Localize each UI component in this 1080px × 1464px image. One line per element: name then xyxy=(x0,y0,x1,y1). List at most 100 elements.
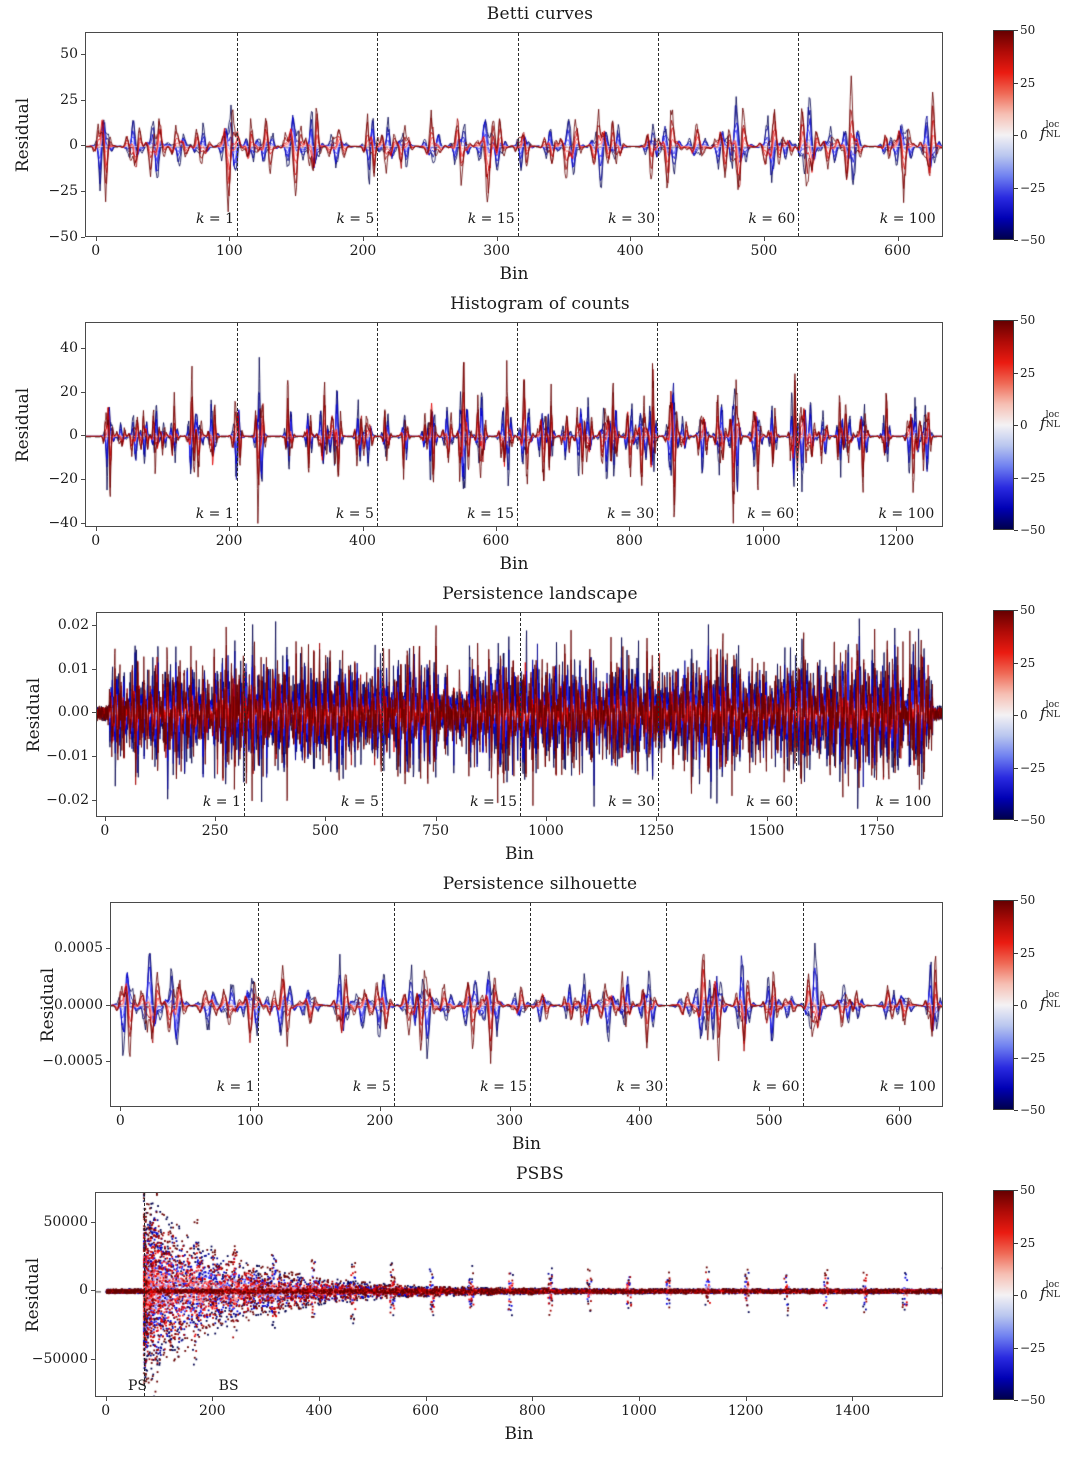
xtick-mark-2-6 xyxy=(766,817,768,821)
xtick-mark-4-0 xyxy=(105,1397,107,1401)
xtick-mark-3-5 xyxy=(769,1107,771,1111)
colorbar-tick-mark-1-4 xyxy=(1014,530,1018,531)
plot-panel-1: Histogram of counts k = 1 k = 5 k = 15 k = 3… xyxy=(0,290,1080,580)
ytick-mark-4-1 xyxy=(91,1290,95,1292)
colorbar-tick-mark-4-1 xyxy=(1014,1242,1018,1244)
colorbar-1 xyxy=(993,320,1014,530)
data-canvas-4 xyxy=(96,1193,942,1396)
ytick-mark-2-0 xyxy=(92,799,96,801)
colorbar-tick-label-3-1: 25 xyxy=(1020,945,1036,960)
xtick-label-0-1: 100 xyxy=(215,243,243,259)
xaxis-label-3: Bin xyxy=(512,1134,541,1154)
xtick-mark-2-0 xyxy=(104,817,106,821)
ytick-label-1-2: 0 xyxy=(69,427,78,444)
xtick-mark-2-4 xyxy=(545,817,547,821)
colorbar-tick-mark-1-1 xyxy=(1014,372,1018,374)
ytick-label-0-2: 0 xyxy=(69,137,78,154)
colorbar-tick-label-3-4: −50 xyxy=(1020,1103,1046,1117)
colorbar-tick-label-2-0: 50 xyxy=(1020,603,1036,617)
ytick-mark-0-0 xyxy=(81,237,85,238)
xaxis-label-0: Bin xyxy=(499,264,529,284)
section-divider-1-4 xyxy=(797,323,799,526)
section-divider-1-3 xyxy=(657,323,659,526)
ytick-mark-0-2 xyxy=(81,145,85,147)
section-divider-2-2 xyxy=(520,613,522,816)
section-label-0-5: k = 100 xyxy=(879,210,936,227)
xtick-mark-1-4 xyxy=(629,527,631,531)
colorbar-tick-label-2-2: 0 xyxy=(1020,708,1028,722)
ytick-label-3-0: −0.0005 xyxy=(42,1053,103,1070)
plot-panel-4: PSBS PS BS 0 200 400 600 800 1000 1200 1400 −50000 0… xyxy=(0,1160,1080,1464)
section-divider-4-0 xyxy=(144,1193,145,1396)
xtick-mark-4-2 xyxy=(319,1397,320,1401)
ytick-mark-4-0 xyxy=(91,1358,95,1360)
section-divider-3-2 xyxy=(530,903,532,1106)
yaxis-label-0: Residual xyxy=(13,97,33,172)
colorbar-tick-label-2-1: 25 xyxy=(1020,655,1036,670)
ytick-mark-1-4 xyxy=(81,348,85,350)
data-canvas-1 xyxy=(86,323,942,526)
section-label-2-0: k = 1 xyxy=(202,793,241,810)
colorbar-tick-mark-3-2 xyxy=(1014,1005,1018,1006)
colorbar-tick-mark-2-2 xyxy=(1014,715,1018,716)
section-label-1-0: k = 1 xyxy=(195,505,234,522)
section-label-3-4: k = 60 xyxy=(752,1078,800,1095)
ytick-label-2-1: −0.01 xyxy=(46,747,89,764)
ytick-mark-4-2 xyxy=(91,1222,95,1224)
xtick-label-0-6: 600 xyxy=(884,243,911,259)
ytick-mark-0-1 xyxy=(81,191,85,193)
ytick-label-0-0: −50 xyxy=(48,229,78,245)
colorbar-4 xyxy=(993,1190,1014,1400)
section-divider-3-1 xyxy=(393,903,395,1106)
xtick-mark-0-3 xyxy=(496,237,498,241)
colorbar-tick-label-0-3: −25 xyxy=(1020,180,1046,195)
xtick-mark-1-2 xyxy=(362,527,364,531)
ytick-label-1-3: 20 xyxy=(60,383,78,400)
colorbar-tick-mark-0-3 xyxy=(1014,187,1018,189)
colorbar-label-0: f loc NL xyxy=(1040,118,1060,142)
section-label-1-1: k = 5 xyxy=(335,505,374,522)
xtick-label-3-1: 100 xyxy=(236,1113,264,1129)
colorbar-3 xyxy=(993,900,1014,1110)
colorbar-tick-label-0-4: −50 xyxy=(1020,233,1046,247)
section-label-2-5: k = 100 xyxy=(875,793,932,810)
colorbar-tick-mark-2-0 xyxy=(1014,610,1018,611)
colorbar-tick-mark-2-1 xyxy=(1014,662,1018,664)
ytick-label-4-1: 0 xyxy=(79,1282,88,1299)
data-canvas-0 xyxy=(86,33,942,236)
section-divider-3-3 xyxy=(666,903,668,1106)
plot-area-3: k = 1 k = 5 k = 15 k = 30 k = 60 k = 100 xyxy=(110,902,943,1107)
xtick-label-1-6: 1200 xyxy=(878,533,915,549)
colorbar-tick-mark-3-3 xyxy=(1014,1057,1018,1059)
xtick-label-2-6: 1500 xyxy=(748,823,785,839)
xtick-label-4-4: 800 xyxy=(518,1403,546,1419)
xtick-mark-3-1 xyxy=(250,1107,252,1111)
xtick-mark-2-7 xyxy=(876,817,878,821)
panel-title-4: PSBS xyxy=(515,1164,565,1184)
xtick-label-3-3: 300 xyxy=(496,1113,523,1129)
colorbar-tick-mark-3-4 xyxy=(1014,1110,1018,1111)
ytick-mark-0-4 xyxy=(81,53,85,55)
section-divider-0-2 xyxy=(517,33,519,236)
colorbar-label-4: f loc NL xyxy=(1040,1278,1060,1302)
colorbar-tick-mark-4-2 xyxy=(1014,1295,1018,1296)
section-divider-0-3 xyxy=(658,33,659,236)
ytick-label-3-1: 0.0000 xyxy=(54,996,103,1013)
data-canvas-3 xyxy=(111,903,942,1106)
panel-title-3: Persistence silhouette xyxy=(442,874,638,894)
ytick-label-2-4: 0.02 xyxy=(57,617,89,634)
ytick-mark-3-1 xyxy=(106,1004,110,1006)
panel-title-2: Persistence landscape xyxy=(442,584,638,604)
section-divider-1-0 xyxy=(236,323,238,526)
colorbar-tick-label-1-4: −50 xyxy=(1020,523,1046,537)
xtick-label-4-1: 200 xyxy=(198,1403,226,1419)
colorbar-tick-label-0-2: 0 xyxy=(1020,128,1028,142)
colorbar-tick-label-2-4: −50 xyxy=(1020,813,1046,827)
xtick-mark-1-3 xyxy=(495,527,497,531)
xtick-mark-0-1 xyxy=(229,237,231,241)
section-label-0-4: k = 60 xyxy=(748,210,796,227)
xtick-mark-4-7 xyxy=(852,1397,854,1401)
xtick-label-2-0: 0 xyxy=(100,823,110,839)
ytick-mark-2-2 xyxy=(92,712,96,714)
xtick-label-4-2: 400 xyxy=(305,1403,333,1419)
